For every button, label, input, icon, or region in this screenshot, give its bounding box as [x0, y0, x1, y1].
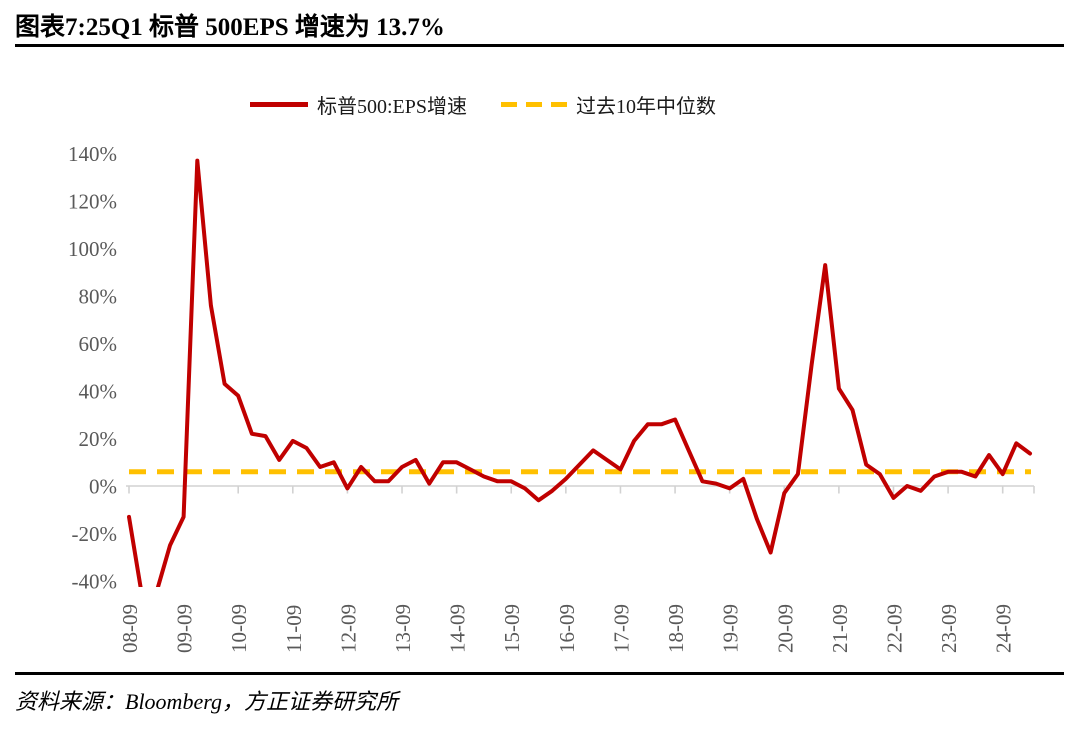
- x-axis-label: 23-09: [937, 604, 961, 653]
- eps-line: [127, 158, 1032, 587]
- page-title: 图表7:25Q1 标普 500EPS 增速为 13.7%: [15, 14, 445, 41]
- x-axis-label: 09-09: [173, 604, 197, 653]
- y-axis-label: 140%: [68, 142, 117, 166]
- x-axis-label: 12-09: [336, 604, 360, 653]
- chart-legend: 标普500:EPS增速 过去10年中位数: [250, 90, 716, 119]
- legend-item-eps: 标普500:EPS增速: [250, 90, 467, 119]
- x-axis-label: 08-09: [118, 604, 142, 653]
- red-line-swatch-icon: [250, 102, 308, 107]
- y-axis-label: -40%: [72, 570, 118, 594]
- y-axis-label: 80%: [79, 285, 118, 309]
- y-axis-label: 40%: [79, 380, 118, 404]
- x-axis-label: 19-09: [719, 604, 743, 653]
- y-axis-label: -20%: [72, 522, 118, 546]
- x-axis-label: 16-09: [555, 604, 579, 653]
- x-axis-label: 21-09: [828, 604, 852, 653]
- x-axis-label: 11-09: [282, 605, 306, 653]
- source-text: 资料来源：Bloomberg，方正证券研究所: [15, 689, 398, 714]
- y-axis-label: 60%: [79, 332, 118, 356]
- y-axis-label: 20%: [79, 427, 118, 451]
- y-axis-label: 0%: [89, 475, 117, 499]
- x-axis-label: 18-09: [664, 604, 688, 653]
- legend-label-median: 过去10年中位数: [576, 96, 717, 118]
- dashed-line-swatch-icon: [501, 102, 568, 107]
- x-axis-label: 10-09: [227, 604, 251, 653]
- x-axis-label: 13-09: [391, 604, 415, 653]
- x-axis-label: 22-09: [882, 604, 906, 653]
- x-axis-label: 17-09: [609, 604, 633, 653]
- y-axis-label: 100%: [68, 237, 117, 261]
- footer-divider: [15, 672, 1064, 675]
- x-axis-label: 15-09: [500, 604, 524, 653]
- y-axis-label: 120%: [68, 190, 117, 214]
- legend-item-median: 过去10年中位数: [501, 90, 716, 119]
- legend-label-eps: 标普500:EPS增速: [317, 96, 468, 118]
- title-divider: [15, 44, 1064, 47]
- x-axis-label: 24-09: [992, 604, 1016, 653]
- x-axis-label: 20-09: [773, 604, 797, 653]
- x-axis-label: 14-09: [446, 604, 470, 653]
